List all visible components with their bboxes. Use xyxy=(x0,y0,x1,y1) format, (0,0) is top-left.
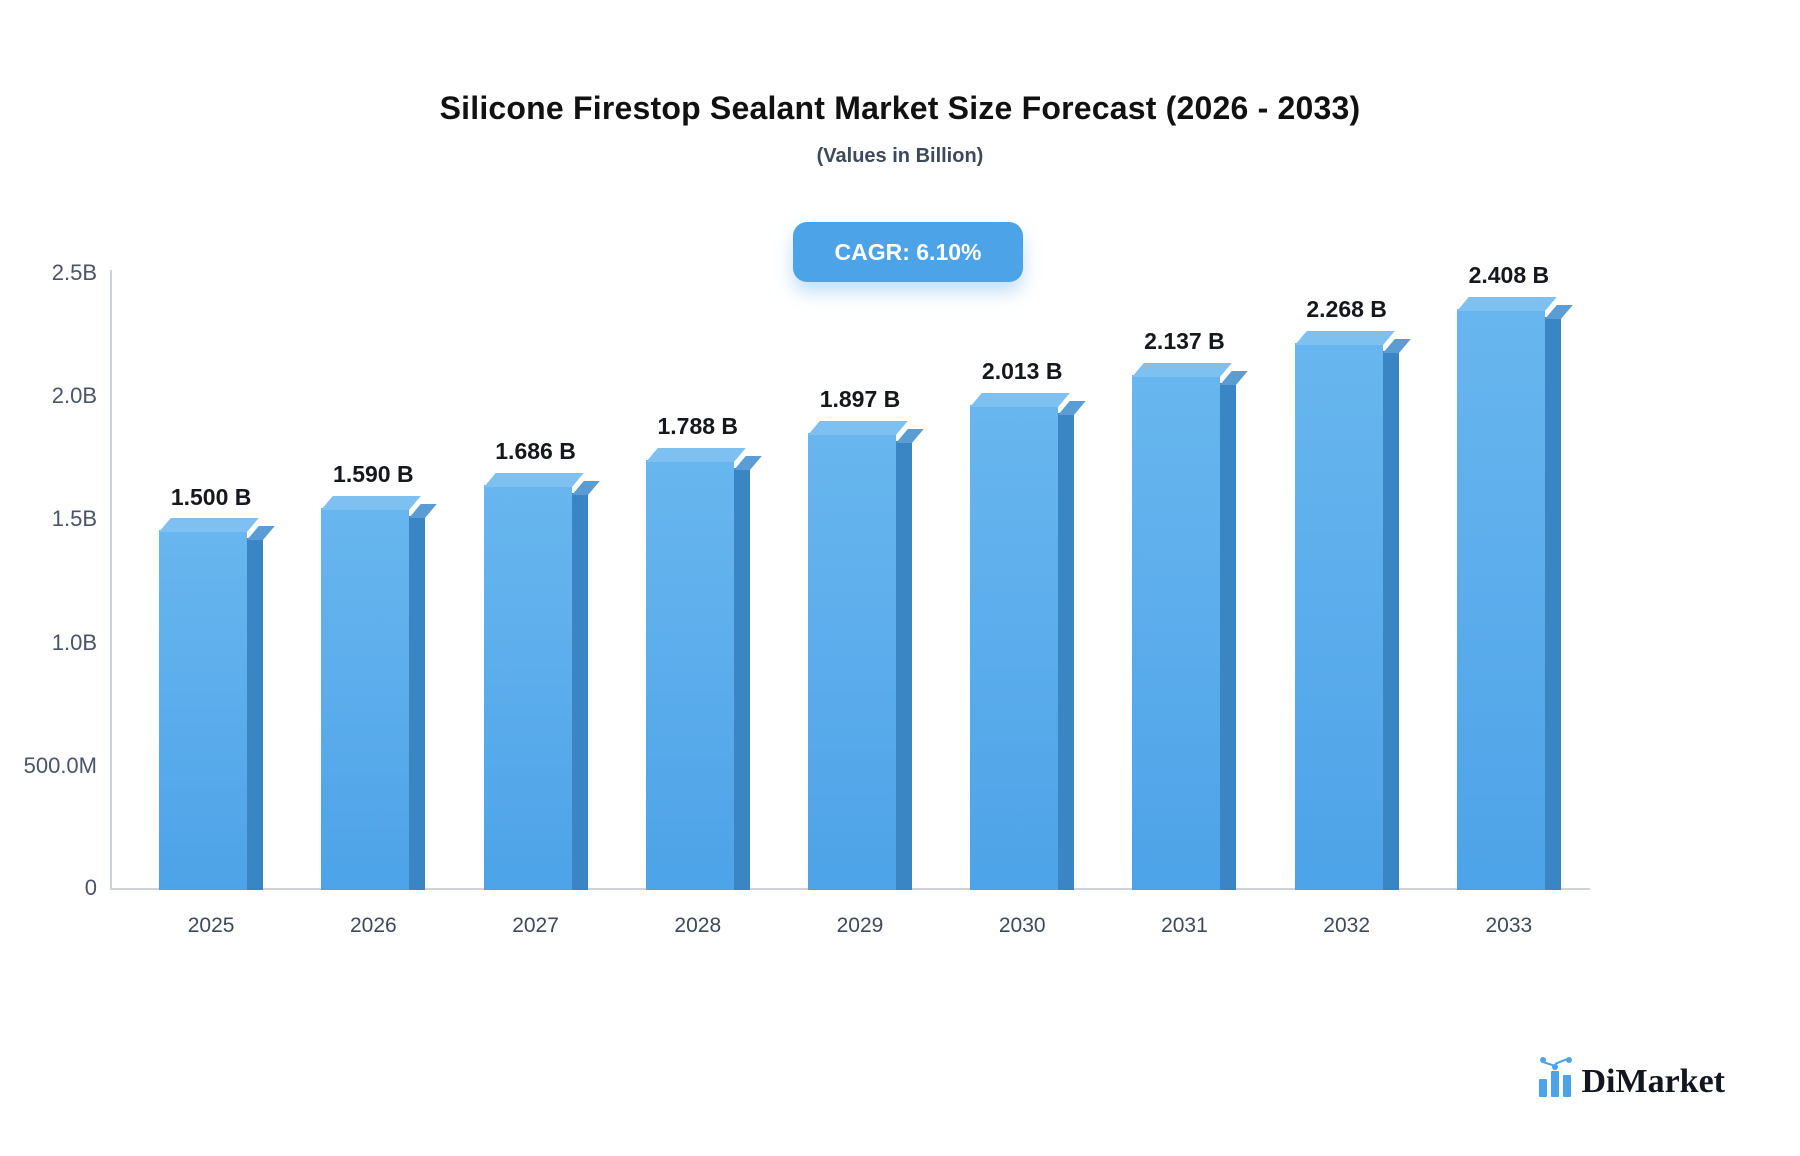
bar-slot-2030: 2.013 B 2030 xyxy=(941,270,1103,890)
bar-slot-2025: 1.500 B 2025 xyxy=(130,270,292,890)
y-tick-1_0b: 1.0B xyxy=(2,630,97,656)
bar-slot-2031: 2.137 B 2031 xyxy=(1103,270,1265,890)
bar-slot-2032: 2.268 B 2032 xyxy=(1266,270,1428,890)
bar-value-2027: 1.686 B xyxy=(484,438,588,465)
bar-slot-2029: 1.897 B 2029 xyxy=(779,270,941,890)
bars-container: 1.500 B 2025 1.590 B 2026 1.686 B xyxy=(130,270,1590,890)
y-tick-2_5b: 2.5B xyxy=(2,260,97,286)
x-tick-2029: 2029 xyxy=(779,914,941,938)
x-tick-2028: 2028 xyxy=(617,914,779,938)
bar-slot-2028: 1.788 B 2028 xyxy=(617,270,779,890)
x-tick-2030: 2030 xyxy=(941,914,1103,938)
x-tick-2026: 2026 xyxy=(292,914,454,938)
y-tick-1_5b: 1.5B xyxy=(2,506,97,532)
plot-area: 2.5B 2.0B 1.5B 1.0B 500.0M 0 1.500 B 202… xyxy=(110,270,1700,890)
bar-value-2026: 1.590 B xyxy=(321,461,425,488)
y-tick-2_0b: 2.0B xyxy=(2,383,97,409)
bar-value-2031: 2.137 B xyxy=(1132,328,1236,355)
bar-value-2025: 1.500 B xyxy=(159,484,263,511)
bar-value-2029: 1.897 B xyxy=(808,386,912,413)
y-tick-500m: 500.0M xyxy=(2,753,97,779)
bar-slot-2033: 2.408 B 2033 xyxy=(1428,270,1590,890)
logo-bars-icon xyxy=(1539,1067,1571,1097)
bar-value-2033: 2.408 B xyxy=(1457,262,1561,289)
y-axis-line xyxy=(110,270,112,890)
x-tick-2032: 2032 xyxy=(1266,914,1428,938)
bar-slot-2026: 1.590 B 2026 xyxy=(292,270,454,890)
bar-value-2028: 1.788 B xyxy=(646,413,750,440)
x-tick-2033: 2033 xyxy=(1428,914,1590,938)
bar-slot-2027: 1.686 B 2027 xyxy=(454,270,616,890)
bar-value-2032: 2.268 B xyxy=(1295,296,1399,323)
bar-value-2030: 2.013 B xyxy=(970,358,1074,385)
x-tick-2031: 2031 xyxy=(1103,914,1265,938)
logo-text: DiMarket xyxy=(1581,1063,1725,1101)
chart-subtitle: (Values in Billion) xyxy=(0,145,1800,168)
logo-dots-icon xyxy=(1539,1057,1579,1071)
x-tick-2027: 2027 xyxy=(454,914,616,938)
y-tick-0: 0 xyxy=(2,875,97,901)
brand-logo: DiMarket xyxy=(1539,1063,1725,1101)
chart-title: Silicone Firestop Sealant Market Size Fo… xyxy=(0,90,1800,127)
x-tick-2025: 2025 xyxy=(130,914,292,938)
